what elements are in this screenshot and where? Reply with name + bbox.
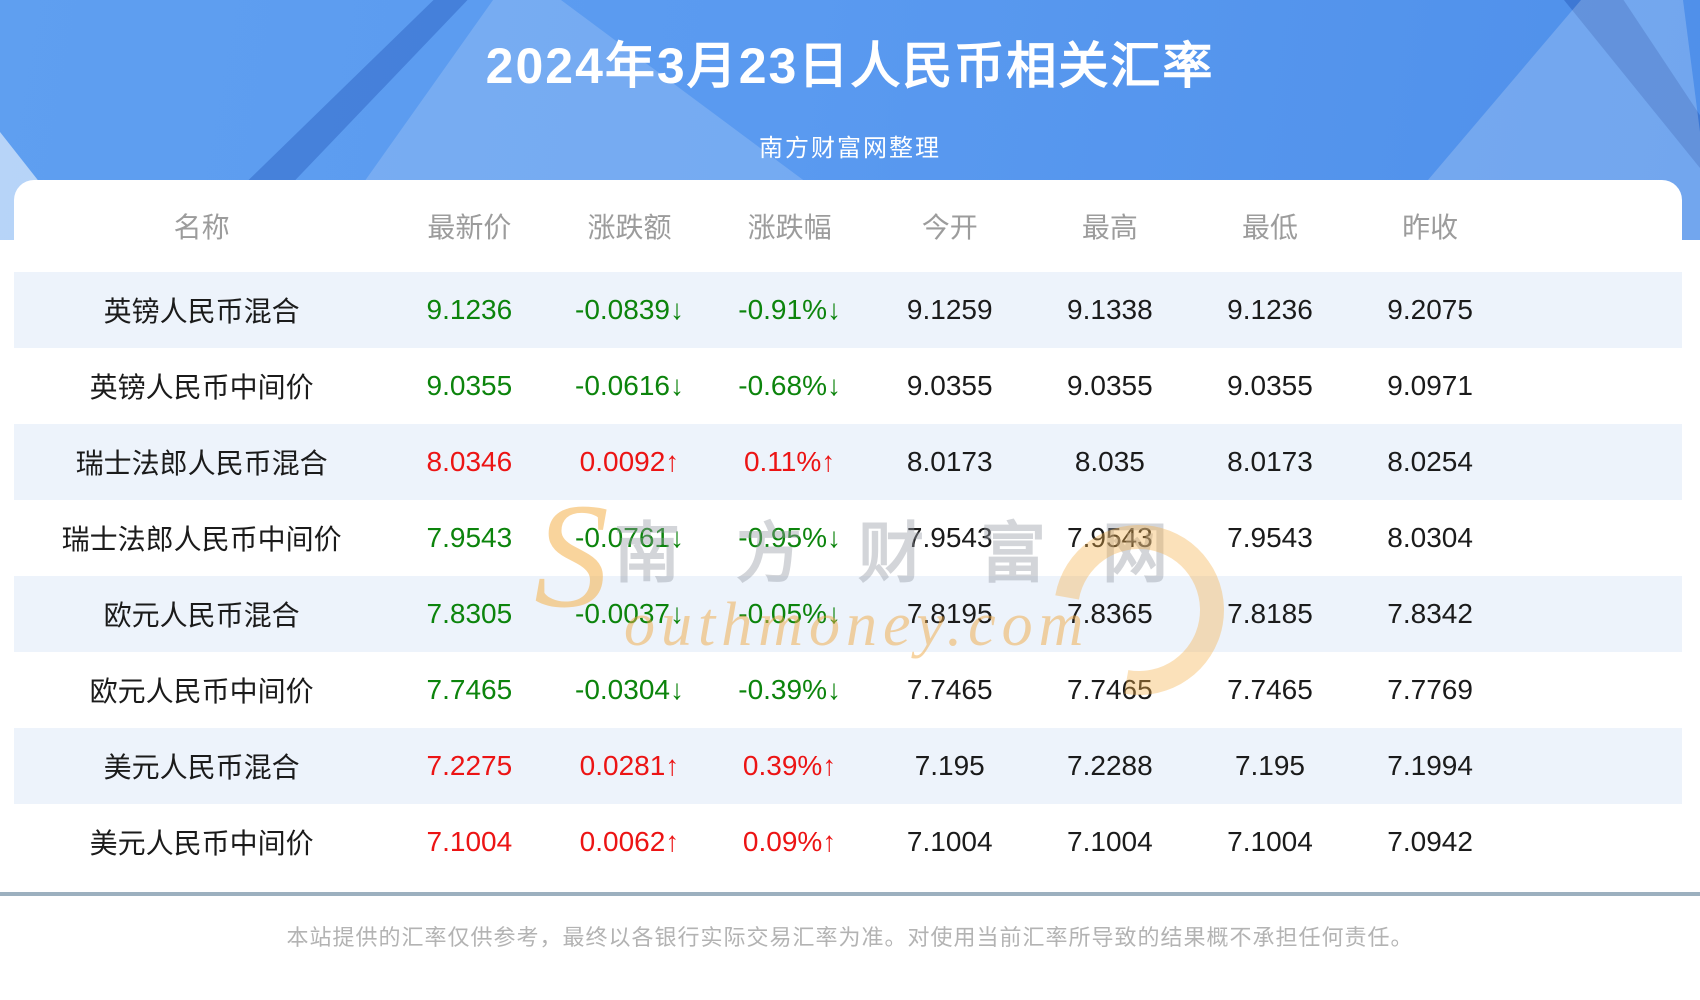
table-header-row: 名称 最新价 涨跌额 涨跌幅 今开 最高 最低 昨收 [14, 180, 1682, 272]
change-amount-cell: 0.0092↑ [549, 424, 710, 500]
change-amount-cell: -0.0761↓ [575, 522, 684, 553]
low-cell: 9.0355 [1227, 370, 1313, 401]
spacer-cell [1510, 576, 1682, 652]
high-cell: 7.8365 [1029, 576, 1190, 652]
low-cell: 8.0173 [1189, 424, 1351, 500]
spacer-cell [1510, 728, 1682, 804]
column-header: 名称 [173, 212, 230, 243]
latest-price-cell: 8.0346 [389, 424, 550, 500]
spacer-cell [1510, 348, 1682, 424]
table-body: 英镑人民币混合 9.1236 -0.0839↓ -0.91%↓ 9.1259 9.1338… [14, 272, 1682, 880]
spacer-cell [1510, 804, 1682, 880]
name-cell: 英镑人民币中间价 [89, 372, 314, 403]
table-row: 美元人民币混合 7.2275 0.0281↑ 0.39%↑ 7.195 7.2288 7.1… [14, 728, 1682, 804]
table-row: 瑞士法郎人民币混合 8.0346 0.0092↑ 0.11%↑ 8.0173 8.035 8… [14, 424, 1682, 500]
change-amount-cell: 0.0281↑ [549, 728, 710, 804]
change-percent-cell: 0.09%↑ [742, 826, 837, 857]
prev-close-cell: 7.7769 [1387, 674, 1473, 705]
low-cell: 7.8185 [1189, 576, 1351, 652]
spacer-cell [1510, 500, 1682, 576]
high-cell: 9.1338 [1029, 272, 1190, 348]
spacer-cell [1510, 652, 1682, 728]
column-header: 最新价 [427, 212, 512, 243]
change-percent-cell: -0.05%↓ [709, 576, 870, 652]
open-cell: 9.1259 [869, 272, 1030, 348]
table-row: 欧元人民币中间价 7.7465 -0.0304↓ -0.39%↓ 7.7465 7.746… [14, 652, 1682, 728]
name-cell: 欧元人民币中间价 [89, 676, 314, 707]
high-cell: 7.1004 [1067, 826, 1153, 857]
low-cell: 7.1004 [1227, 826, 1313, 857]
table-row: 欧元人民币混合 7.8305 -0.0037↓ -0.05%↓ 7.8195 7.8365… [14, 576, 1682, 652]
change-percent-cell: 0.11%↑ [709, 424, 870, 500]
divider [0, 892, 1700, 896]
column-header: 今开 [921, 212, 978, 243]
name-cell: 美元人民币中间价 [89, 828, 314, 859]
prev-close-cell: 8.0304 [1387, 522, 1473, 553]
page-subtitle: 南方财富网整理 [759, 135, 941, 162]
open-cell: 7.7465 [906, 674, 993, 705]
open-cell: 7.195 [869, 728, 1030, 804]
column-header: 涨跌幅 [747, 212, 832, 243]
change-percent-cell: 0.39%↑ [709, 728, 870, 804]
change-amount-cell: 0.0062↑ [579, 826, 680, 857]
high-cell: 7.2288 [1029, 728, 1190, 804]
rates-table: 名称 最新价 涨跌额 涨跌幅 今开 最高 最低 昨收 英镑人民币混合 9.1236 -0.0839… [14, 180, 1682, 880]
latest-price-cell: 9.1236 [389, 272, 550, 348]
low-cell: 7.195 [1189, 728, 1351, 804]
change-percent-cell: -0.95%↓ [738, 522, 841, 553]
high-cell: 7.9543 [1067, 522, 1153, 553]
change-amount-cell: -0.0616↓ [575, 370, 684, 401]
change-percent-cell: -0.39%↓ [738, 674, 841, 705]
change-percent-cell: -0.68%↓ [738, 370, 841, 401]
prev-close-cell: 7.8342 [1350, 576, 1511, 652]
table-row: 瑞士法郎人民币中间价 7.9543 -0.0761↓ -0.95%↓ 7.9543 7.9… [14, 500, 1682, 576]
column-header: 最低 [1241, 212, 1298, 243]
footer-disclaimer: 本站提供的汇率仅供参考，最终以各银行实际交易汇率为准。对使用当前汇率所导致的结果… [286, 925, 1414, 950]
open-cell: 9.0355 [906, 370, 993, 401]
change-amount-cell: -0.0839↓ [549, 272, 710, 348]
prev-close-cell: 7.0942 [1387, 826, 1473, 857]
spacer-cell [1510, 272, 1682, 348]
prev-close-cell: 9.0971 [1387, 370, 1473, 401]
column-header: 涨跌额 [587, 212, 672, 243]
open-cell: 7.1004 [906, 826, 993, 857]
low-cell: 9.1236 [1189, 272, 1351, 348]
latest-price-cell: 7.8305 [389, 576, 550, 652]
name-cell: 美元人民币混合 [14, 728, 390, 804]
open-cell: 7.8195 [869, 576, 1030, 652]
table-row: 英镑人民币混合 9.1236 -0.0839↓ -0.91%↓ 9.1259 9.1338… [14, 272, 1682, 348]
page-title: 2024年3月23日人民币相关汇率 [485, 38, 1215, 94]
low-cell: 7.9543 [1227, 522, 1313, 553]
high-cell: 8.035 [1029, 424, 1190, 500]
prev-close-cell: 8.0254 [1350, 424, 1511, 500]
change-amount-cell: -0.0304↓ [575, 674, 684, 705]
high-cell: 9.0355 [1067, 370, 1153, 401]
high-cell: 7.7465 [1067, 674, 1153, 705]
name-cell: 欧元人民币混合 [14, 576, 390, 652]
latest-price-cell: 9.0355 [426, 370, 513, 401]
change-percent-cell: -0.91%↓ [709, 272, 870, 348]
column-header: 最高 [1081, 212, 1138, 243]
table-row: 英镑人民币中间价 9.0355 -0.0616↓ -0.68%↓ 9.0355 9.035… [14, 348, 1682, 424]
open-cell: 8.0173 [869, 424, 1030, 500]
spacer-cell [1510, 424, 1682, 500]
name-cell: 英镑人民币混合 [14, 272, 390, 348]
name-cell: 瑞士法郎人民币混合 [14, 424, 390, 500]
change-amount-cell: -0.0037↓ [549, 576, 710, 652]
prev-close-cell: 9.2075 [1350, 272, 1511, 348]
prev-close-cell: 7.1994 [1350, 728, 1511, 804]
latest-price-cell: 7.2275 [389, 728, 550, 804]
table-row: 美元人民币中间价 7.1004 0.0062↑ 0.09%↑ 7.1004 7.1004 7… [14, 804, 1682, 880]
latest-price-cell: 7.7465 [426, 674, 513, 705]
low-cell: 7.7465 [1227, 674, 1313, 705]
latest-price-cell: 7.9543 [426, 522, 513, 553]
latest-price-cell: 7.1004 [426, 826, 513, 857]
open-cell: 7.9543 [906, 522, 993, 553]
column-header: 昨收 [1402, 212, 1459, 243]
spacer-column [1510, 180, 1682, 272]
rates-table-card: 名称 最新价 涨跌额 涨跌幅 今开 最高 最低 昨收 英镑人民币混合 9.1236 -0.0839… [14, 180, 1682, 892]
name-cell: 瑞士法郎人民币中间价 [61, 524, 342, 555]
